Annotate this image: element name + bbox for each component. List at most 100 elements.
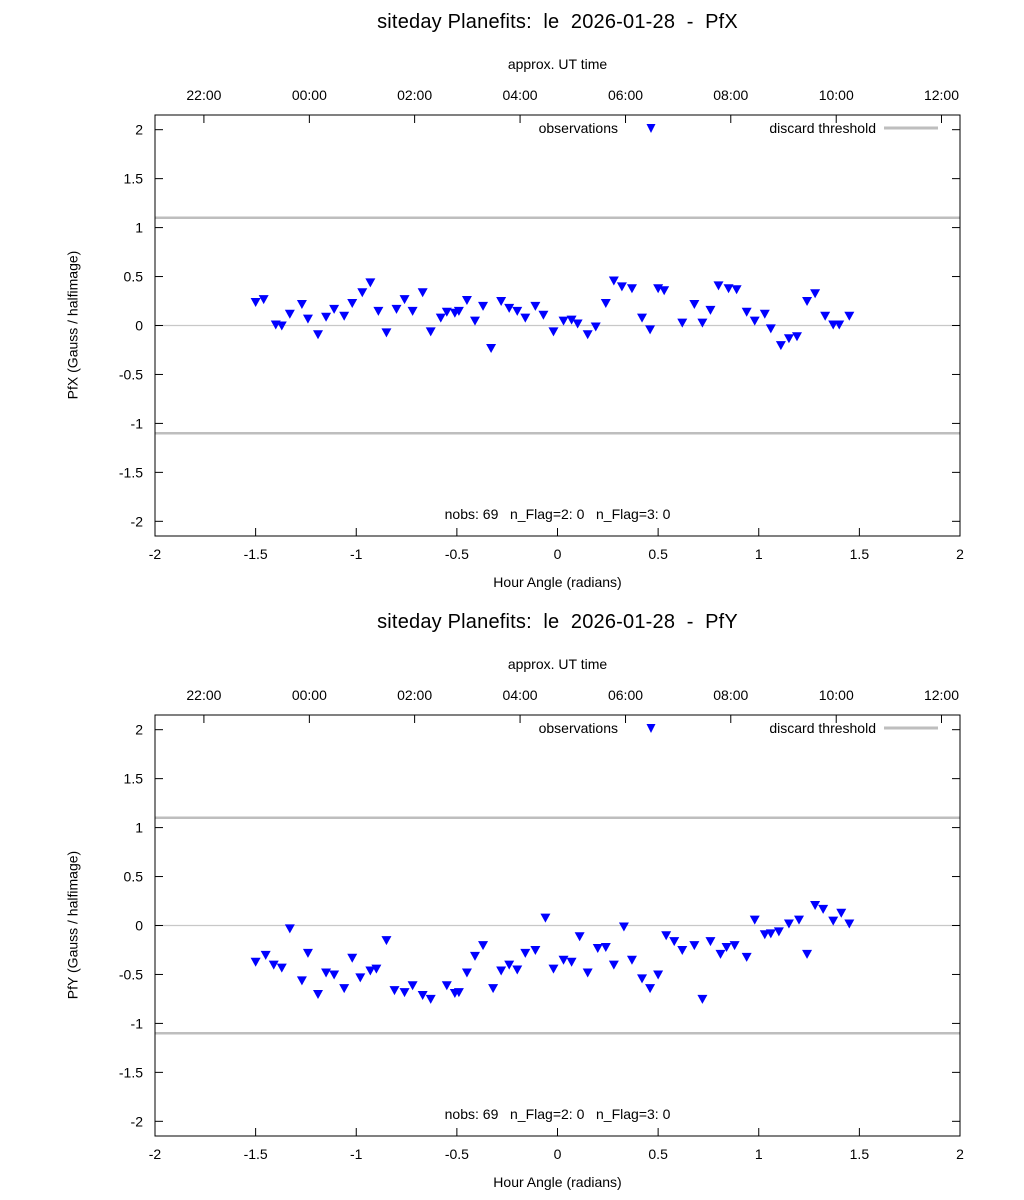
y-tick-label: -1.5 [119,1064,143,1080]
ut-tick-label: 10:00 [819,687,854,703]
observation-marker [836,908,847,918]
y-tick-label: -1 [131,1015,144,1031]
y-tick-label: 0.5 [124,869,144,885]
observation-marker [637,974,648,984]
observation-marker [512,965,523,975]
y-axis-label: PfY (Gauss / halfimage) [64,850,80,1000]
x-tick-label: 1.5 [850,546,870,562]
ut-tick-label: 22:00 [186,687,221,703]
observation-marker [381,328,392,338]
observation-marker [713,281,724,291]
observation-marker [566,957,577,967]
observation-marker [844,919,855,929]
legend-observation-marker [646,124,656,133]
x-tick-label: -2 [149,1146,162,1162]
observation-marker [407,981,418,991]
observation-marker [765,324,776,334]
observation-marker [296,299,307,309]
observation-marker [765,929,776,939]
observation-marker [626,284,637,294]
observation-marker [731,285,742,295]
y-tick-label: -2 [131,513,144,529]
observation-marker [486,344,497,354]
observation-marker [347,298,358,308]
chart-title: siteday Planefits: le 2026-01-28 - PfY [377,611,738,633]
observation-marker [802,297,813,307]
observation-marker [302,314,313,324]
observation-marker [558,316,569,326]
observation-marker [818,904,829,914]
observation-marker [608,960,619,970]
y-tick-label: 2 [135,122,143,138]
observation-marker [313,330,324,340]
observation-marker [391,304,402,314]
legend-threshold-label: discard threshold [769,720,876,736]
observation-marker [453,988,464,998]
observation-marker [659,286,670,296]
observation-marker [653,970,664,980]
ut-tick-label: 08:00 [713,87,748,103]
observation-marker [260,950,271,960]
observation-marker [741,307,752,317]
ut-axis-label: approx. UT time [507,656,608,672]
observation-marker [435,313,446,323]
observation-marker [399,988,410,998]
legend-observations-label: observations [538,120,618,136]
observation-marker [677,945,688,955]
x-axis-label: Hour Angle (radians) [493,574,622,590]
observation-marker [705,305,716,315]
y-tick-label: -1 [131,415,144,431]
observation-marker [783,919,794,929]
x-tick-label: -2 [149,546,162,562]
ut-axis-label: approx. UT time [507,56,608,72]
observation-marker [618,922,629,932]
observation-marker [469,316,480,326]
observation-marker [572,319,583,329]
observation-marker [749,316,760,326]
observation-marker [461,968,472,978]
y-tick-label: 2 [135,722,143,738]
legend-observations-label: observations [538,720,618,736]
observation-marker [689,299,700,309]
x-tick-label: -1 [350,546,363,562]
observation-marker [600,298,611,308]
stats-annotation: nobs: 69 n_Flag=2: 0 n_Flag=3: 0 [444,1106,671,1122]
observation-marker [530,301,541,311]
observation-marker [810,289,821,299]
observation-marker [697,318,708,328]
observation-marker [802,949,813,959]
observation-marker [794,915,804,925]
observation-marker [276,321,287,331]
chart-pfx: -2 -1.5 -1 -0.5 0 0.5 1 1.5 2 22:00 00:00 02:00 04:0… [64,11,964,590]
observation-marker [365,278,376,288]
observation-marker [250,957,261,967]
legend-observation-marker [646,724,656,733]
ut-tick-label: 08:00 [713,687,748,703]
y-tick-label: -1.5 [119,464,143,480]
observation-marker [574,932,585,942]
y-axis-label: PfX (Gauss / halfimage) [64,250,80,400]
observation-marker [715,949,726,959]
observation-marker [759,309,770,319]
x-tick-label: 2 [956,546,964,562]
observation-marker [313,990,324,1000]
x-tick-label: -1.5 [244,1146,268,1162]
observation-marker [469,951,480,961]
y-tick-label: 0 [135,318,143,334]
observation-marker [697,994,708,1004]
observation-marker [339,984,350,994]
observation-marker [381,936,392,946]
observation-marker [407,306,418,316]
observation-marker [520,313,531,323]
plot-border [154,114,961,537]
observation-marker [268,960,279,970]
ut-tick-label: 22:00 [186,87,221,103]
observation-marker [723,284,734,294]
x-tick-label: 0.5 [648,1146,668,1162]
observation-marker [566,315,577,325]
observation-marker [296,976,307,986]
observation-marker [689,941,700,951]
observation-marker [775,341,786,351]
observation-marker [520,948,531,958]
observation-marker [820,311,831,321]
